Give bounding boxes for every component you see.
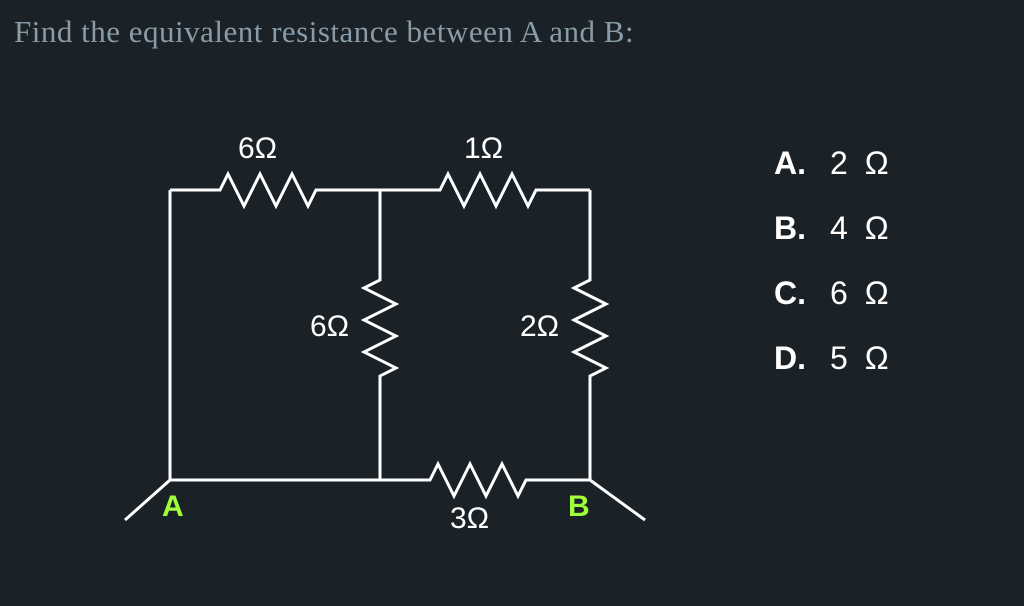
- answer-option[interactable]: A. 2 Ω: [774, 145, 974, 182]
- answer-option[interactable]: B. 4 Ω: [774, 210, 974, 247]
- node-b-label: B: [568, 490, 590, 524]
- answer-value: 2 Ω: [830, 145, 893, 182]
- answer-value: 4 Ω: [830, 210, 893, 247]
- answer-bullet: C.: [774, 275, 830, 312]
- resistor-bottom: [380, 464, 590, 496]
- answer-list: A. 2 Ω B. 4 Ω C. 6 Ω D. 5 Ω: [774, 145, 974, 405]
- answer-bullet: A.: [774, 145, 830, 182]
- resistor-top-right: [380, 174, 590, 206]
- answer-bullet: B.: [774, 210, 830, 247]
- node-a-label: A: [162, 490, 184, 524]
- resistor-mid-left: [364, 190, 396, 480]
- label-r-top-right: 1Ω: [464, 132, 503, 166]
- label-r-top-left: 6Ω: [238, 132, 277, 166]
- question-text: Find the equivalent resistance between A…: [14, 14, 634, 50]
- resistor-mid-right: [574, 190, 606, 480]
- resistor-top-left: [170, 174, 380, 206]
- terminal-b-slash: [590, 480, 645, 520]
- label-r-mid-left: 6Ω: [310, 310, 349, 344]
- answer-option[interactable]: C. 6 Ω: [774, 275, 974, 312]
- circuit-svg: [120, 110, 650, 550]
- label-r-bottom: 3Ω: [450, 502, 489, 536]
- answer-value: 6 Ω: [830, 275, 893, 312]
- label-r-mid-right: 2Ω: [520, 310, 559, 344]
- page: Find the equivalent resistance between A…: [0, 0, 1024, 606]
- answer-option[interactable]: D. 5 Ω: [774, 340, 974, 377]
- circuit-diagram: 6Ω 1Ω 6Ω 2Ω 3Ω A B: [120, 110, 650, 550]
- answer-bullet: D.: [774, 340, 830, 377]
- answer-value: 5 Ω: [830, 340, 893, 377]
